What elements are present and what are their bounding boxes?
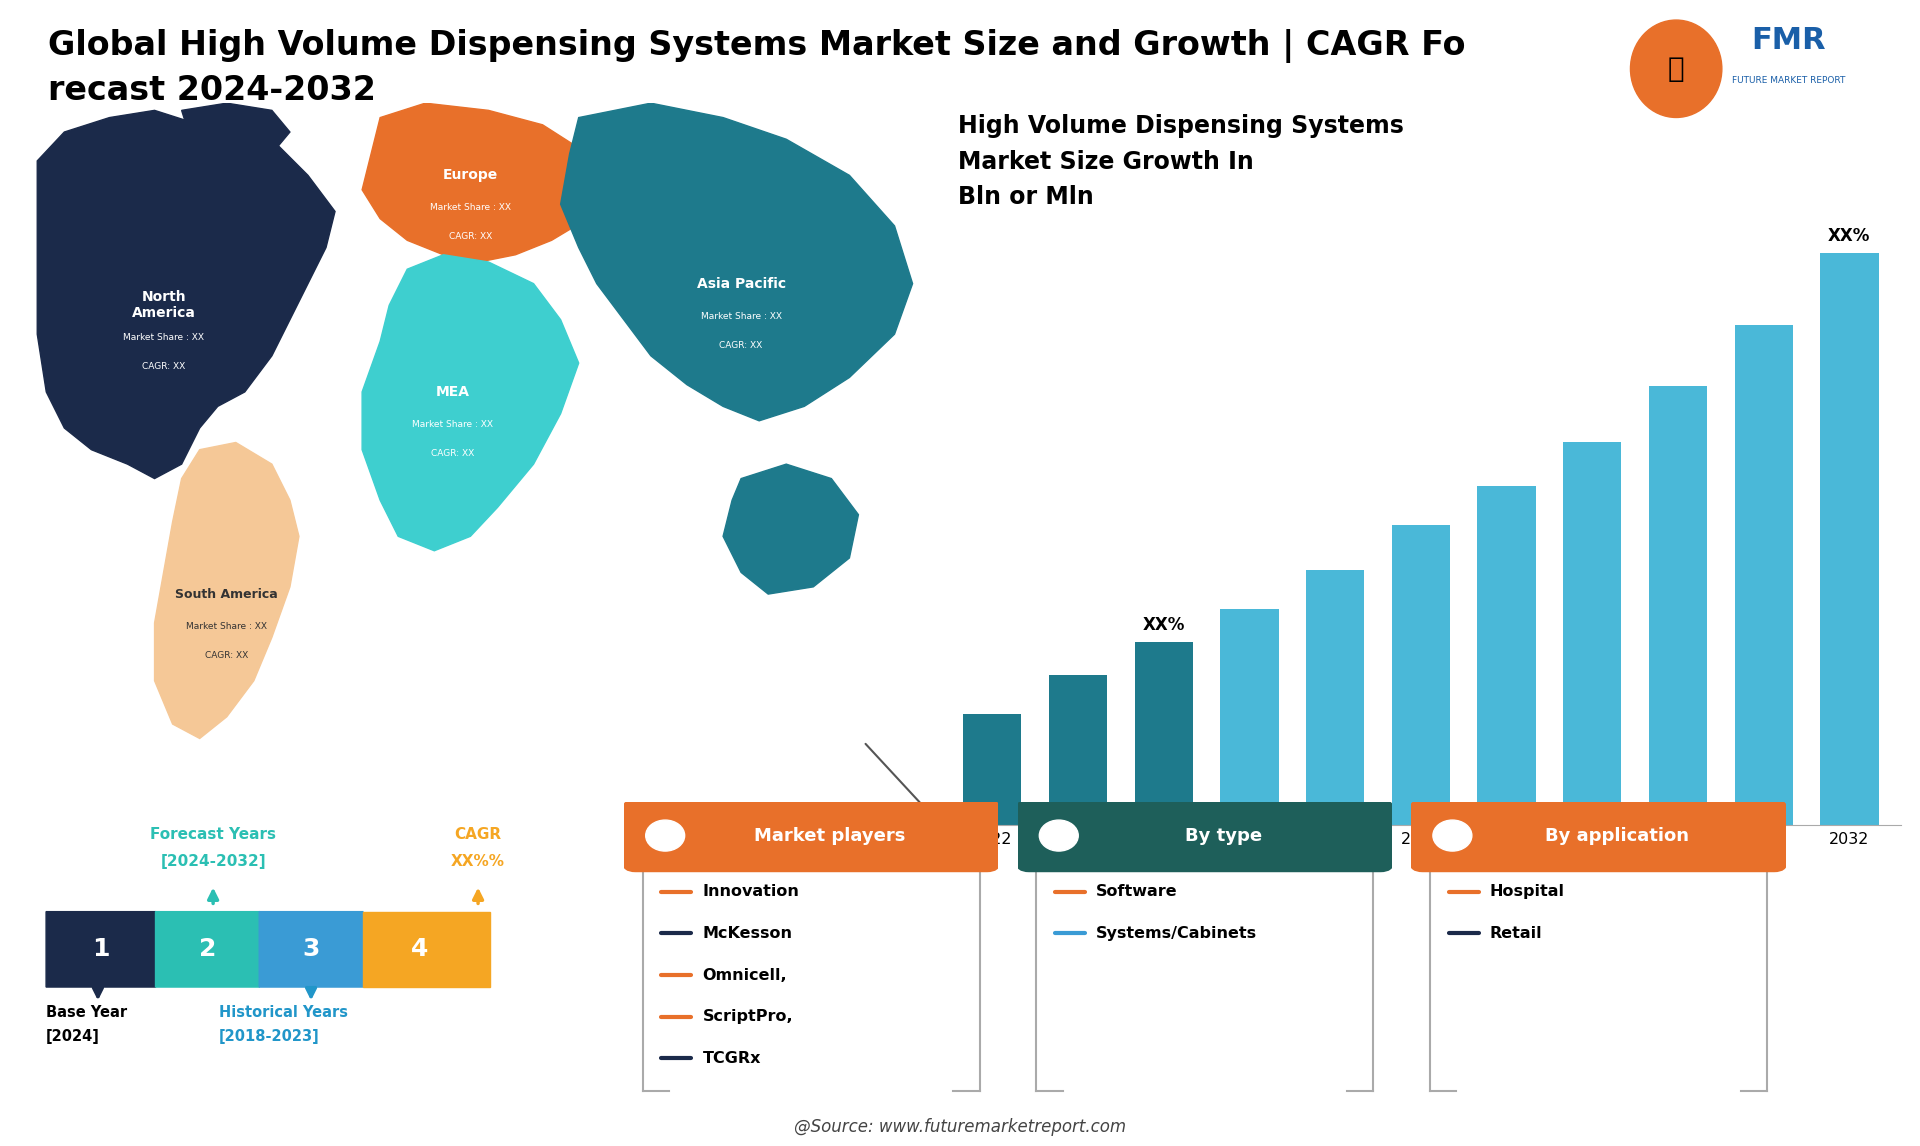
Text: By application: By application: [1546, 826, 1690, 845]
Text: CAGR: XX: CAGR: XX: [205, 651, 248, 660]
Text: CAGR: XX: CAGR: XX: [449, 233, 492, 241]
Text: Asia Pacific: Asia Pacific: [697, 276, 785, 291]
Text: Hospital: Hospital: [1490, 884, 1565, 900]
Text: Innovation: Innovation: [703, 884, 799, 900]
Text: Systems/Cabinets: Systems/Cabinets: [1096, 926, 1258, 941]
Text: Global High Volume Dispensing Systems Market Size and Growth | CAGR Fo: Global High Volume Dispensing Systems Ma…: [48, 29, 1465, 63]
Bar: [1476, 486, 1536, 825]
Polygon shape: [724, 464, 858, 594]
Text: XX%: XX%: [1828, 227, 1870, 245]
Bar: [1048, 675, 1108, 825]
Polygon shape: [363, 912, 490, 987]
Circle shape: [645, 821, 685, 851]
FancyBboxPatch shape: [1016, 799, 1394, 872]
Text: TCGRx: TCGRx: [703, 1051, 760, 1066]
Circle shape: [1039, 821, 1079, 851]
Bar: [1392, 525, 1450, 825]
Text: recast 2024-2032: recast 2024-2032: [48, 74, 376, 108]
Text: CAGR: CAGR: [455, 827, 501, 842]
Text: By type: By type: [1185, 826, 1261, 845]
Text: Retail: Retail: [1490, 926, 1542, 941]
Bar: [1221, 609, 1279, 825]
FancyBboxPatch shape: [622, 799, 1000, 872]
Text: CAGR: XX: CAGR: XX: [430, 449, 474, 457]
Text: McKesson: McKesson: [703, 926, 793, 941]
Polygon shape: [363, 254, 578, 551]
Polygon shape: [363, 103, 607, 262]
Text: Market Share : XX: Market Share : XX: [123, 333, 204, 343]
Text: Market Share : XX: Market Share : XX: [186, 622, 267, 631]
Bar: [1649, 386, 1707, 825]
Polygon shape: [156, 912, 271, 987]
Text: 3: 3: [301, 937, 321, 961]
Text: Forecast Years: Forecast Years: [150, 827, 276, 842]
Text: Market Share : XX: Market Share : XX: [413, 419, 493, 429]
Circle shape: [1630, 21, 1722, 118]
Text: Omnicell,: Omnicell,: [703, 967, 787, 982]
Polygon shape: [182, 103, 290, 160]
Polygon shape: [36, 110, 334, 479]
Text: High Volume Dispensing Systems
Market Size Growth In
Bln or Mln: High Volume Dispensing Systems Market Si…: [958, 115, 1404, 209]
Text: XX%: XX%: [1142, 615, 1185, 634]
Text: FUTURE MARKET REPORT: FUTURE MARKET REPORT: [1732, 76, 1845, 85]
Polygon shape: [259, 912, 374, 987]
Circle shape: [1432, 821, 1473, 851]
Text: [2024-2032]: [2024-2032]: [159, 854, 267, 869]
Text: @Source: www.futuremarketreport.com: @Source: www.futuremarketreport.com: [795, 1118, 1125, 1136]
Bar: [1563, 442, 1620, 825]
Polygon shape: [154, 442, 300, 738]
Text: 4: 4: [411, 937, 428, 961]
Bar: [1135, 642, 1192, 825]
Text: ScriptPro,: ScriptPro,: [703, 1010, 793, 1025]
Text: 🎯: 🎯: [1668, 55, 1684, 83]
Bar: [1820, 253, 1878, 825]
Text: Europe: Europe: [444, 168, 497, 182]
Bar: [1734, 325, 1793, 825]
FancyBboxPatch shape: [1409, 799, 1788, 872]
Text: Market Share : XX: Market Share : XX: [701, 312, 781, 321]
Text: 2: 2: [198, 937, 217, 961]
Text: CAGR: XX: CAGR: XX: [142, 362, 184, 371]
Text: Historical Years: Historical Years: [219, 1005, 348, 1020]
Polygon shape: [46, 912, 167, 987]
Text: South America: South America: [175, 588, 278, 601]
Text: 1: 1: [92, 937, 109, 961]
Text: Base Year: Base Year: [46, 1005, 127, 1020]
Text: CAGR: XX: CAGR: XX: [720, 340, 762, 350]
Polygon shape: [561, 103, 912, 421]
Text: Software: Software: [1096, 884, 1177, 900]
Text: Market Share : XX: Market Share : XX: [430, 203, 511, 212]
Text: XX%%: XX%%: [451, 854, 505, 869]
Text: FMR: FMR: [1751, 25, 1826, 55]
Bar: [1306, 570, 1365, 825]
Text: Market players: Market players: [755, 826, 906, 845]
Bar: [964, 714, 1021, 825]
Text: MEA: MEA: [436, 385, 468, 399]
Text: [2024]: [2024]: [46, 1029, 100, 1044]
Text: [2018-2023]: [2018-2023]: [219, 1029, 319, 1044]
Text: North
America: North America: [132, 290, 196, 321]
